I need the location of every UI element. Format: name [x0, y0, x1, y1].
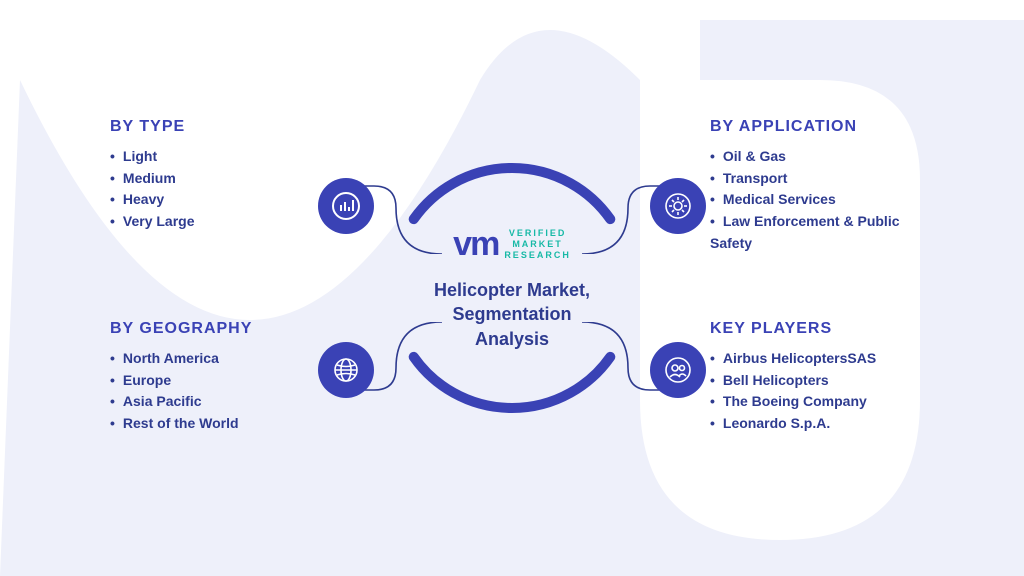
segment-title: BY GEOGRAPHY [110, 320, 340, 338]
list-item: North America [110, 348, 340, 370]
center-hub: vm VERIFIED MARKET RESEARCH Helicopter M… [382, 158, 642, 418]
segment-title: BY TYPE [110, 118, 340, 136]
logo-mark: vm [453, 225, 498, 264]
people-icon [650, 342, 706, 398]
diagram-title: Helicopter Market, Segmentation Analysis [434, 278, 590, 351]
list-item: Medical Services [710, 189, 940, 211]
segment-by-application: BY APPLICATION Oil & GasTransportMedical… [710, 118, 940, 254]
segment-list: Oil & GasTransportMedical ServicesLaw En… [710, 146, 940, 254]
list-item: Airbus HelicoptersSAS [710, 348, 940, 370]
segment-title: BY APPLICATION [710, 118, 940, 136]
segment-by-geography: BY GEOGRAPHY North AmericaEuropeAsia Pac… [110, 320, 340, 435]
list-item: Transport [710, 168, 940, 190]
gear-icon [650, 178, 706, 234]
logo-subtext: VERIFIED MARKET RESEARCH [504, 228, 571, 260]
list-item: Leonardo S.p.A. [710, 413, 940, 435]
list-item: Very Large [110, 211, 340, 233]
list-item: The Boeing Company [710, 391, 940, 413]
list-item: Oil & Gas [710, 146, 940, 168]
segment-title: KEY PLAYERS [710, 320, 940, 338]
list-item: Asia Pacific [110, 391, 340, 413]
list-item: Rest of the World [110, 413, 340, 435]
brand-logo: vm VERIFIED MARKET RESEARCH [453, 225, 571, 264]
segment-key-players: KEY PLAYERS Airbus HelicoptersSASBell He… [710, 320, 940, 435]
segment-list: Airbus HelicoptersSASBell HelicoptersThe… [710, 348, 940, 435]
list-item: Bell Helicopters [710, 370, 940, 392]
list-item: Medium [110, 168, 340, 190]
segment-list: North AmericaEuropeAsia PacificRest of t… [110, 348, 340, 435]
list-item: Light [110, 146, 340, 168]
list-item: Europe [110, 370, 340, 392]
list-item: Heavy [110, 189, 340, 211]
segment-by-type: BY TYPE LightMediumHeavyVery Large [110, 118, 340, 233]
segment-list: LightMediumHeavyVery Large [110, 146, 340, 233]
list-item: Law Enforcement & Public Safety [710, 211, 940, 254]
